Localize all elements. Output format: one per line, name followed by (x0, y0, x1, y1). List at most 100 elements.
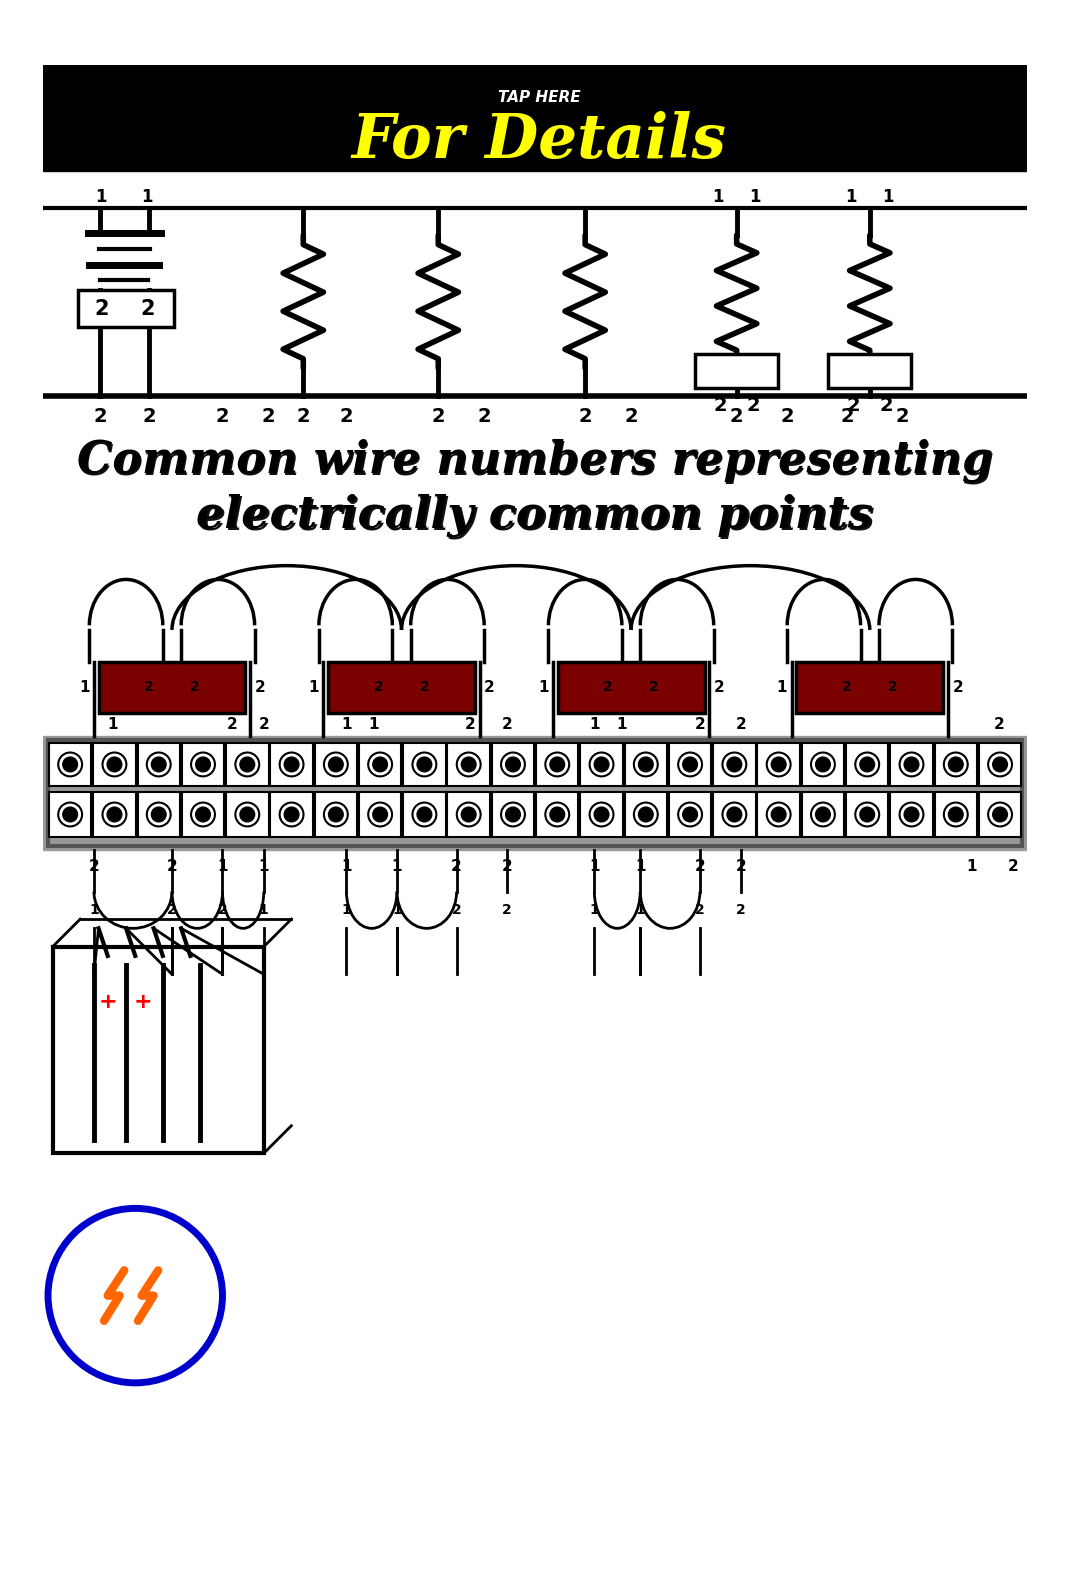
Circle shape (107, 807, 122, 821)
Text: electrically common points: electrically common points (196, 493, 873, 538)
Circle shape (417, 758, 432, 772)
Circle shape (373, 758, 388, 772)
Text: 1: 1 (589, 718, 600, 732)
Bar (492, 793, 534, 836)
Text: 2: 2 (94, 298, 108, 319)
Circle shape (638, 758, 653, 772)
Text: 1: 1 (342, 903, 351, 917)
Text: 2: 2 (93, 407, 107, 426)
Text: 2: 2 (465, 718, 476, 732)
Circle shape (860, 758, 875, 772)
Circle shape (151, 758, 166, 772)
Text: 2: 2 (89, 860, 100, 874)
Text: 2: 2 (713, 397, 727, 415)
Bar (137, 793, 180, 836)
Text: 2: 2 (167, 860, 178, 874)
Text: 1: 1 (217, 860, 228, 874)
Circle shape (594, 758, 609, 772)
Text: 1: 1 (141, 188, 153, 206)
Text: 2: 2 (888, 681, 897, 694)
Text: Common wire numbers representing: Common wire numbers representing (77, 439, 993, 482)
Text: 2: 2 (842, 681, 851, 694)
Bar (829, 354, 911, 389)
Text: 1: 1 (79, 679, 89, 695)
Bar (802, 743, 844, 786)
Text: 2: 2 (578, 407, 592, 426)
Circle shape (329, 758, 343, 772)
Circle shape (594, 807, 609, 821)
Bar (315, 793, 357, 836)
Text: 2: 2 (142, 407, 156, 426)
Bar (979, 743, 1022, 786)
Bar (359, 743, 402, 786)
Bar (137, 743, 180, 786)
Text: 2: 2 (895, 407, 908, 426)
Text: 2: 2 (432, 407, 446, 426)
Bar (44, 735, 1027, 850)
Circle shape (993, 807, 1008, 821)
Circle shape (417, 807, 432, 821)
Text: 1: 1 (342, 860, 351, 874)
Text: 1: 1 (107, 718, 118, 732)
Text: 2: 2 (297, 407, 311, 426)
Bar (226, 743, 269, 786)
Bar (93, 793, 136, 836)
Bar (49, 793, 91, 836)
Text: 2: 2 (215, 407, 229, 426)
Text: Common wire numbers representing: Common wire numbers representing (78, 440, 995, 483)
Bar (890, 743, 933, 786)
Text: 1: 1 (89, 903, 99, 917)
Bar (624, 793, 667, 836)
Bar (226, 793, 269, 836)
Circle shape (549, 758, 564, 772)
Bar (669, 793, 711, 836)
Text: 2: 2 (736, 718, 746, 732)
Circle shape (196, 807, 210, 821)
Text: 2: 2 (501, 860, 513, 874)
Circle shape (638, 807, 653, 821)
Bar (713, 793, 756, 836)
Bar (757, 793, 800, 836)
Text: 2: 2 (746, 397, 760, 415)
Text: 2: 2 (695, 718, 706, 732)
Bar (403, 743, 446, 786)
Circle shape (949, 807, 963, 821)
Text: +: + (99, 992, 117, 1011)
Circle shape (63, 807, 77, 821)
Text: 2: 2 (737, 903, 746, 917)
Bar (182, 793, 224, 836)
Text: 2: 2 (420, 681, 429, 694)
Circle shape (506, 807, 521, 821)
Text: 1: 1 (966, 860, 977, 874)
Bar (624, 743, 667, 786)
Text: 2: 2 (167, 903, 177, 917)
Text: 1: 1 (589, 903, 599, 917)
Bar (48, 740, 1022, 845)
Text: 2: 2 (501, 718, 513, 732)
Text: 2: 2 (258, 718, 269, 732)
Text: 2: 2 (502, 903, 512, 917)
Circle shape (682, 807, 697, 821)
Circle shape (240, 807, 255, 821)
Text: +: + (133, 992, 152, 1011)
Bar (315, 743, 357, 786)
Text: 1: 1 (342, 718, 351, 732)
Circle shape (284, 807, 299, 821)
Bar (713, 743, 756, 786)
Text: 2: 2 (140, 298, 154, 319)
Text: 2: 2 (217, 903, 227, 917)
Text: 2: 2 (261, 407, 275, 426)
Circle shape (462, 758, 476, 772)
Text: 1: 1 (776, 679, 787, 695)
Bar (580, 793, 622, 836)
Circle shape (240, 758, 255, 772)
Text: 1: 1 (259, 903, 269, 917)
Circle shape (993, 758, 1008, 772)
Text: 1: 1 (712, 188, 724, 206)
Text: 2: 2 (226, 718, 237, 732)
Text: 1: 1 (750, 188, 760, 206)
Text: 1: 1 (617, 718, 628, 732)
Circle shape (949, 758, 963, 772)
Bar (695, 354, 778, 389)
Text: 2: 2 (952, 679, 963, 695)
